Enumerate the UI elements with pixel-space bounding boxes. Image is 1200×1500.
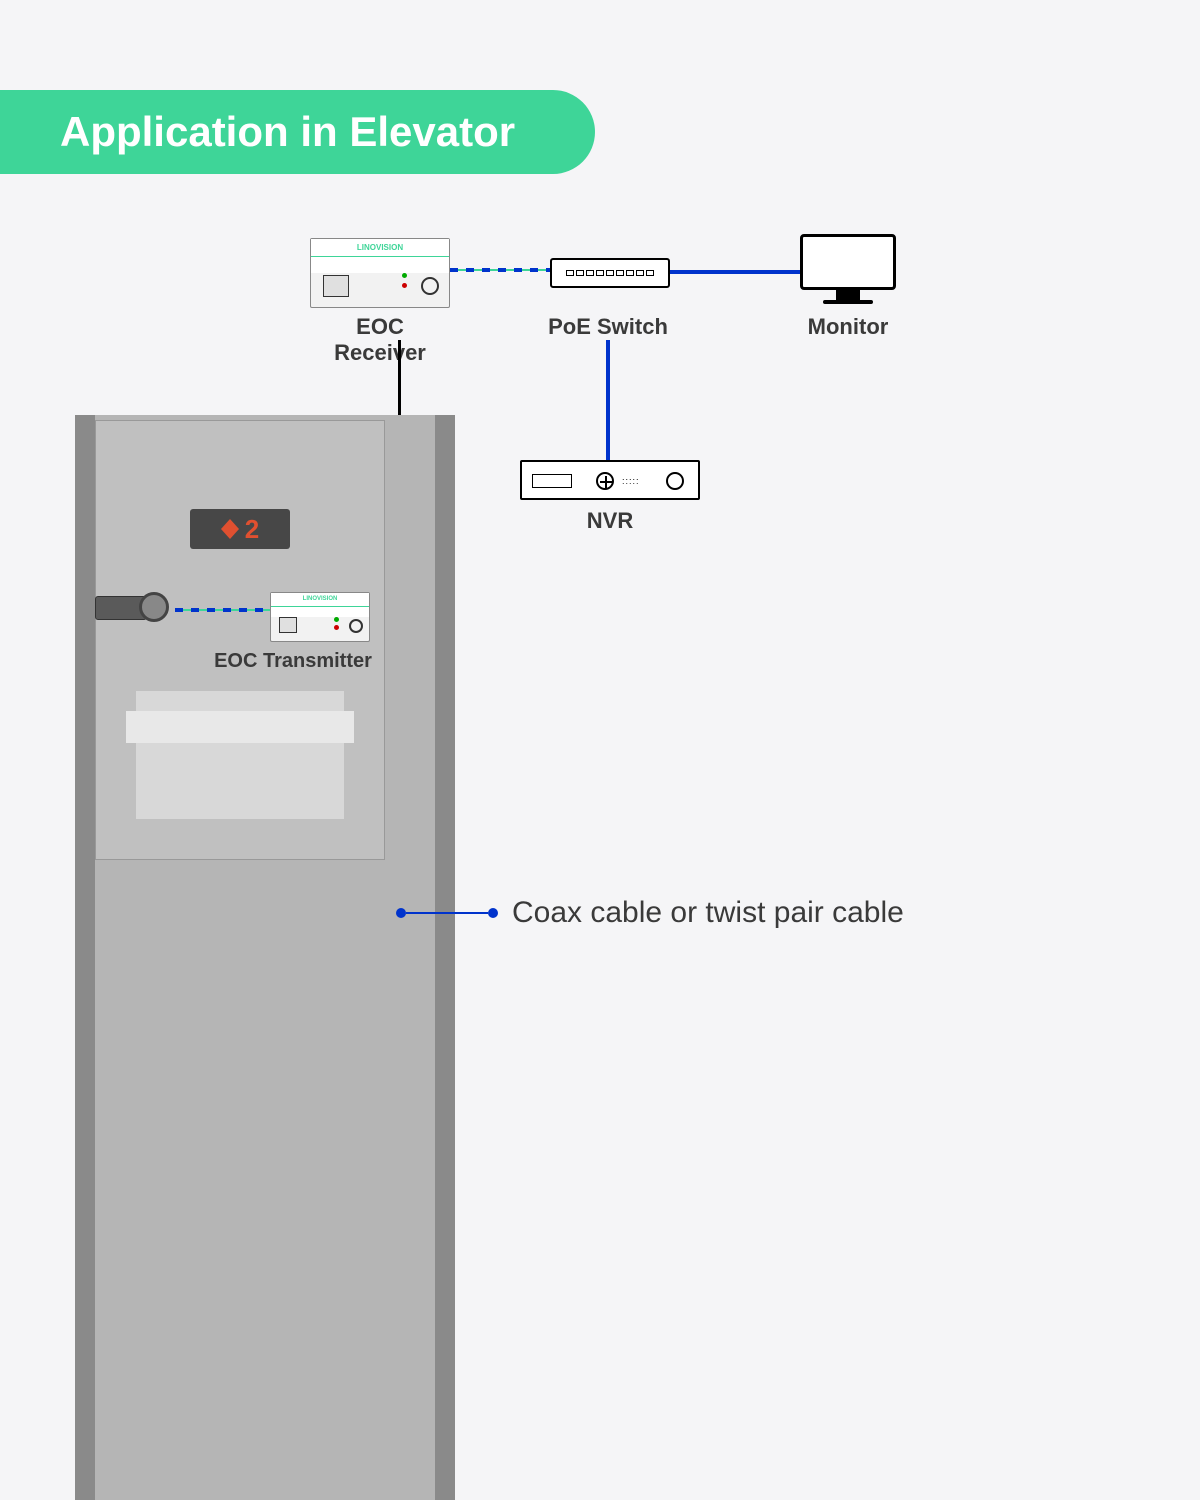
monitor-device bbox=[800, 234, 896, 310]
cable-note-label: Coax cable or twist pair cable bbox=[512, 896, 904, 930]
pwr-led-icon bbox=[402, 283, 407, 288]
callout-line bbox=[406, 912, 488, 914]
nvr-knob-icon bbox=[666, 472, 684, 490]
switch-port-icon bbox=[636, 270, 644, 276]
link-led-icon bbox=[334, 617, 339, 622]
ethernet-line bbox=[606, 340, 610, 460]
monitor-screen-icon bbox=[800, 234, 896, 290]
down-arrow-icon bbox=[221, 529, 239, 539]
monitor-base-icon bbox=[823, 300, 873, 304]
callout-dot-icon bbox=[396, 908, 406, 918]
eoc-transmitter-label: EOC Transmitter bbox=[208, 650, 378, 673]
up-arrow-icon bbox=[221, 519, 239, 529]
switch-port-icon bbox=[616, 270, 624, 276]
bnc-port-icon bbox=[349, 619, 363, 633]
monitor-label: Monitor bbox=[800, 314, 896, 340]
floor-arrows-icon bbox=[221, 519, 239, 539]
eoc-receiver-label: EOC Receiver bbox=[310, 314, 450, 366]
title-banner: Application in Elevator bbox=[0, 90, 595, 174]
poe-switch-label: PoE Switch bbox=[548, 314, 668, 340]
switch-port-icon bbox=[566, 270, 574, 276]
switch-port-icon bbox=[586, 270, 594, 276]
bnc-port-icon bbox=[421, 277, 439, 295]
pwr-led-icon bbox=[334, 625, 339, 630]
nvr-slot-icon bbox=[532, 474, 572, 488]
rj45-port-icon bbox=[323, 275, 349, 297]
shaft-rail-icon bbox=[435, 415, 455, 1500]
poe-switch-device bbox=[550, 258, 670, 288]
ethernet-line-dotted bbox=[450, 268, 550, 272]
car-handrail-icon bbox=[126, 711, 354, 743]
camera-device bbox=[95, 590, 175, 626]
callout-dot-icon bbox=[488, 908, 498, 918]
switch-port-icon bbox=[626, 270, 634, 276]
nvr-device: ::::: bbox=[520, 460, 700, 500]
eoc-receiver-device: LINOVISION bbox=[310, 238, 450, 308]
nvr-label: NVR bbox=[520, 508, 700, 534]
brand-label: LINOVISION bbox=[357, 243, 403, 252]
camera-lens-icon bbox=[139, 592, 169, 622]
ethernet-line bbox=[670, 270, 800, 274]
floor-display: 2 bbox=[190, 509, 290, 549]
rj45-port-icon bbox=[279, 617, 297, 633]
link-led-icon bbox=[402, 273, 407, 278]
shaft-rail-icon bbox=[75, 415, 95, 1500]
eoc-transmitter-device: LINOVISION bbox=[270, 592, 370, 642]
switch-port-icon bbox=[646, 270, 654, 276]
nvr-dots-icon: ::::: bbox=[622, 476, 640, 486]
switch-port-icon bbox=[606, 270, 614, 276]
ethernet-line-dotted bbox=[175, 608, 270, 612]
switch-port-icon bbox=[576, 270, 584, 276]
switch-port-icon bbox=[596, 270, 604, 276]
floor-number: 2 bbox=[245, 514, 259, 545]
nvr-button-icon bbox=[596, 472, 614, 490]
monitor-stand-icon bbox=[836, 290, 860, 300]
brand-label: LINOVISION bbox=[303, 596, 338, 602]
